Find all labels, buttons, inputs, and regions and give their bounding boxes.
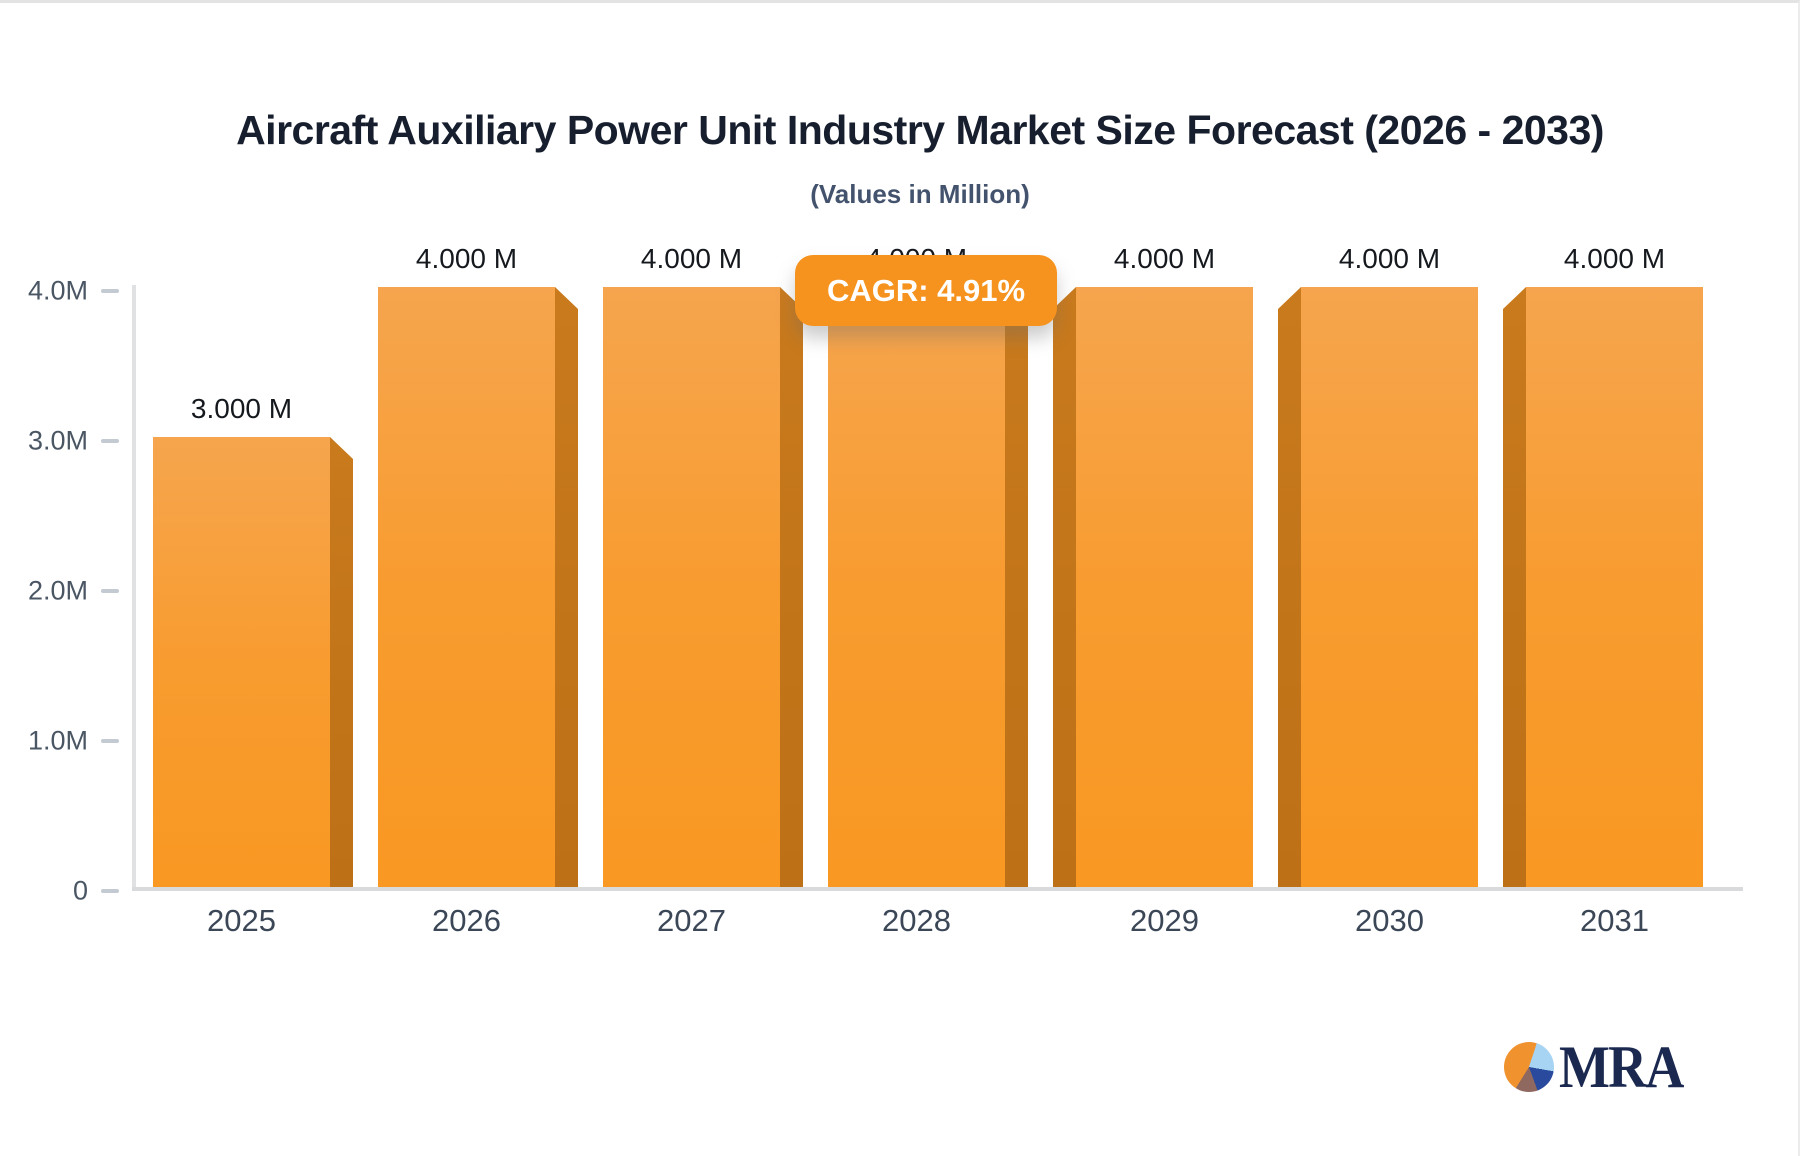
x-axis-label: 2031 — [1580, 903, 1649, 938]
y-tick-label: 0 — [72, 875, 88, 906]
bar-face — [1076, 287, 1253, 887]
bar-3d-side — [555, 287, 578, 887]
bar-2026: 4.000 M — [378, 243, 578, 887]
y-tick-label: 4.0M — [27, 275, 88, 306]
bar-3d-side — [780, 287, 803, 887]
chart-title: Aircraft Auxiliary Power Unit Industry M… — [236, 107, 1604, 153]
y-tick-mark — [101, 589, 119, 593]
bar-3d-side — [1278, 287, 1301, 887]
x-axis-label: 2027 — [657, 903, 726, 938]
mra-logo: MRA — [1504, 1036, 1696, 1098]
bar-2030: 4.000 M — [1278, 243, 1478, 887]
bar-3d-side — [330, 437, 353, 887]
cagr-badge: CAGR: 4.91% — [795, 255, 1057, 326]
bar-value-label: 4.000 M — [415, 243, 518, 274]
bar-face — [378, 287, 555, 887]
pie-chart-logo-icon — [1504, 1042, 1554, 1092]
bar-2028: 4.000 M — [828, 243, 1028, 887]
x-axis-label: 2026 — [432, 903, 501, 938]
bar-face — [1301, 287, 1478, 887]
y-tick-mark — [101, 739, 119, 743]
bar-2025: 3.000 M — [153, 393, 353, 887]
bar-face — [603, 287, 780, 887]
x-axis-line — [132, 887, 1743, 891]
y-tick-label: 3.0M — [27, 425, 88, 456]
bar-3d-side — [1053, 287, 1076, 887]
x-axis-label: 2025 — [207, 903, 276, 938]
y-tick-mark — [101, 439, 119, 443]
y-tick-mark — [101, 889, 119, 893]
bar-2031: 4.000 M — [1503, 243, 1703, 887]
bar-value-label: 4.000 M — [1338, 243, 1441, 274]
chart-subtitle: (Values in Million) — [810, 179, 1030, 209]
bar-3d-side — [1005, 287, 1028, 887]
y-tick-mark — [101, 289, 119, 293]
y-tick-label: 1.0M — [27, 725, 88, 756]
bar-2027: 4.000 M — [603, 243, 803, 887]
y-tick-label: 2.0M — [27, 575, 88, 606]
plot-area: 4.0M 3.0M 2.0M 1.0M 0 3.000 M 4.000 M 4.000 M 4… — [28, 243, 1743, 938]
y-axis-line — [132, 285, 136, 891]
bar-face — [1526, 287, 1703, 887]
bar-value-label: 4.000 M — [1563, 243, 1666, 274]
bar-2029: 4.000 M — [1053, 243, 1253, 887]
bar-value-label: 3.000 M — [190, 393, 293, 424]
logo-text: MRA — [1559, 1034, 1684, 1100]
x-axis-label: 2028 — [882, 903, 951, 938]
bar-3d-side — [1503, 287, 1526, 887]
bar-face — [828, 287, 1005, 887]
x-axis-label: 2029 — [1130, 903, 1199, 938]
bar-value-label: 4.000 M — [640, 243, 743, 274]
x-axis-label: 2030 — [1355, 903, 1424, 938]
bar-face — [153, 437, 330, 887]
bar-value-label: 4.000 M — [1113, 243, 1216, 274]
